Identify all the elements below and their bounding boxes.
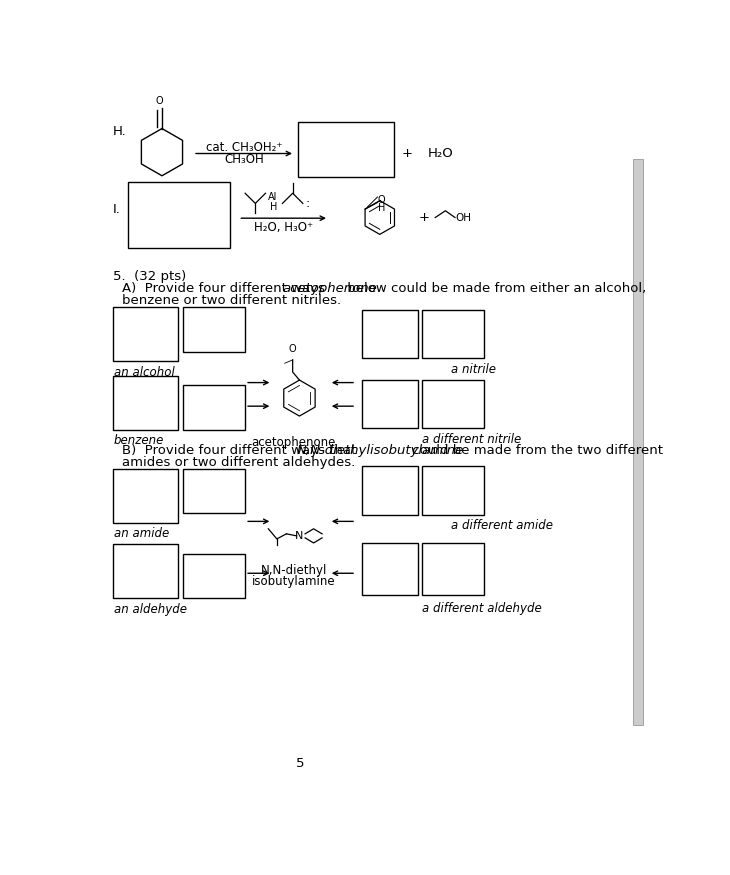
Text: :: : (306, 197, 310, 210)
Text: Al: Al (269, 192, 277, 201)
Bar (361, 380, 418, 429)
Bar (128, 182, 230, 248)
Text: N: N (295, 531, 304, 541)
Text: N,N-diethyl: N,N-diethyl (261, 564, 327, 578)
Text: could be made from the two different: could be made from the two different (408, 444, 663, 457)
Text: a different nitrile: a different nitrile (422, 433, 521, 446)
Text: below could be made from either an alcohol,: below could be made from either an alcoh… (343, 283, 646, 296)
Bar (112, 469, 178, 522)
Text: +: + (402, 147, 412, 160)
Text: acetophenone: acetophenone (252, 437, 336, 450)
Text: H₂O, H₃O⁺: H₂O, H₃O⁺ (254, 221, 313, 234)
Text: OH: OH (456, 213, 472, 222)
Text: benzene or two different nitriles.: benzene or two different nitriles. (123, 294, 342, 307)
Text: isobutylamine: isobutylamine (252, 575, 336, 588)
Text: H₂O: H₂O (428, 147, 453, 160)
Text: O: O (289, 345, 296, 354)
Bar (183, 554, 245, 598)
Bar (422, 466, 485, 514)
Text: acetophenone: acetophenone (283, 283, 377, 296)
Text: 5.  (32 pts): 5. (32 pts) (112, 270, 186, 283)
Bar (633, 159, 643, 724)
Text: benzene: benzene (114, 435, 164, 447)
Text: an amide: an amide (114, 528, 169, 541)
Bar (361, 466, 418, 514)
Text: I.: I. (112, 203, 120, 216)
Text: N,N-diethylisobutylamine: N,N-diethylisobutylamine (296, 444, 464, 457)
Bar (298, 122, 394, 177)
Text: O: O (377, 195, 385, 206)
Bar (361, 310, 418, 359)
Bar (183, 385, 245, 430)
Text: a nitrile: a nitrile (450, 363, 496, 376)
Bar (422, 542, 485, 596)
Text: +: + (418, 211, 429, 224)
Text: B)  Provide four different ways that: B) Provide four different ways that (123, 444, 361, 457)
Text: H.: H. (112, 125, 126, 138)
Text: H: H (270, 202, 277, 212)
Text: a different amide: a different amide (450, 520, 553, 532)
Bar (112, 544, 178, 598)
Text: CH₃OH: CH₃OH (224, 153, 264, 166)
Text: 5: 5 (296, 758, 305, 770)
Bar (422, 380, 485, 429)
Bar (361, 542, 418, 596)
Bar (183, 469, 245, 514)
Bar (422, 310, 485, 359)
Text: H: H (377, 203, 385, 214)
Text: amides or two different aldehydes.: amides or two different aldehydes. (123, 456, 356, 469)
Text: cat. CH₃OH₂⁺: cat. CH₃OH₂⁺ (206, 141, 283, 154)
Text: an aldehyde: an aldehyde (114, 603, 187, 616)
Text: O: O (156, 95, 164, 106)
Bar (112, 307, 178, 361)
Bar (112, 376, 178, 430)
Text: A)  Provide four different ways: A) Provide four different ways (123, 283, 329, 296)
Text: an alcohol: an alcohol (114, 366, 174, 379)
Text: a different aldehyde: a different aldehyde (422, 602, 542, 615)
Bar (183, 307, 245, 352)
